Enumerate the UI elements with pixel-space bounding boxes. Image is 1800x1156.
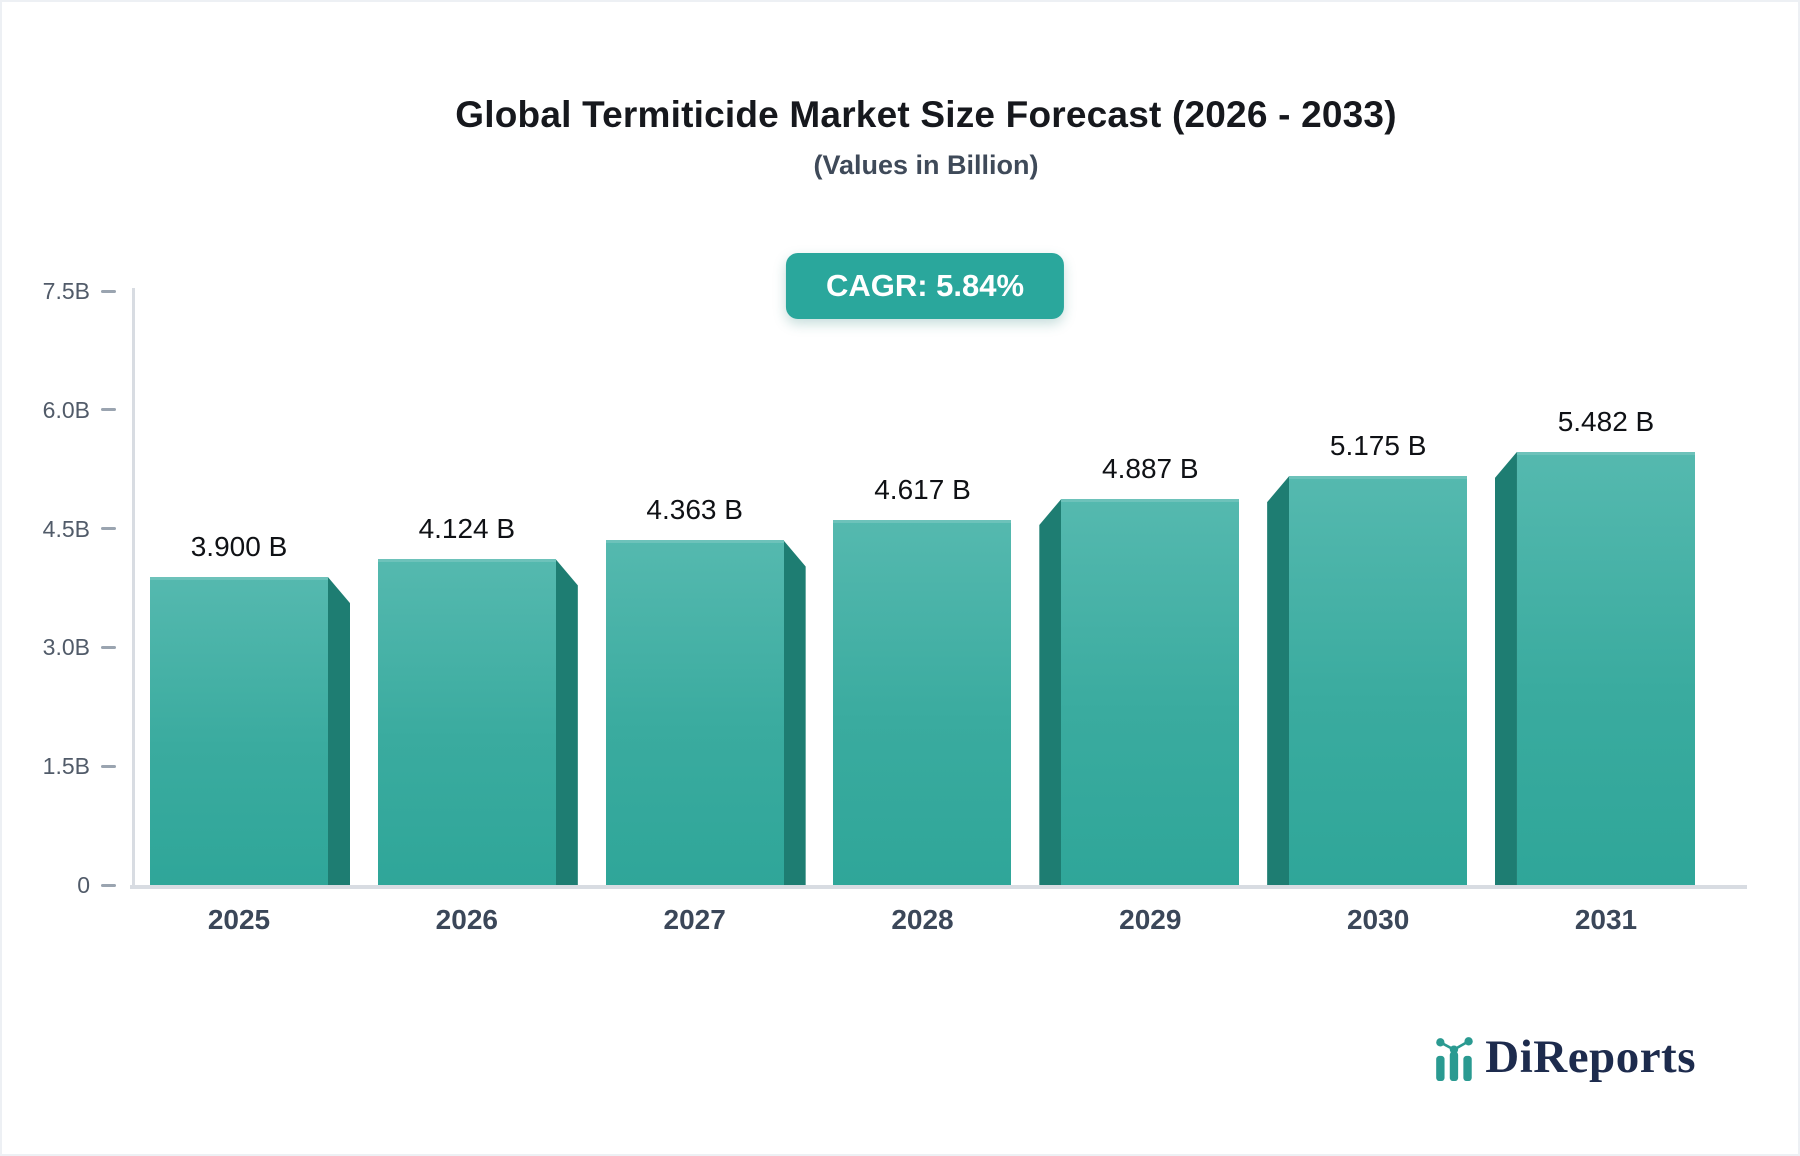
- bar-side-bevel-2030: [1267, 476, 1290, 885]
- bar-2030: [1289, 476, 1468, 885]
- chart-subtitle: (Values in Billion): [813, 150, 1039, 180]
- bar-side-bevel-2031: [1494, 451, 1517, 885]
- bar-side-bevel-2027: [783, 540, 806, 885]
- y-axis-tick: [101, 527, 116, 531]
- x-axis-label-2030: 2030: [1346, 904, 1410, 935]
- logo-text: DiReports: [1485, 1031, 1696, 1083]
- bar-side-bevel-2029: [1039, 498, 1062, 885]
- x-axis-label-2028: 2028: [891, 904, 954, 935]
- y-axis-tick-label: 1.5B: [42, 753, 90, 780]
- chart-header: Global Termiticide Market Size Forecast …: [52, 94, 1800, 181]
- bar-2029: [1061, 498, 1240, 885]
- x-axis-line: [130, 885, 1747, 889]
- bar-2028: [833, 520, 1012, 885]
- page-title: Global Termiticide Market Size Forecast …: [455, 94, 1397, 135]
- cagr-badge: CAGR: 5.84%: [785, 253, 1065, 319]
- y-axis-tick-label: 7.5B: [42, 278, 90, 304]
- bar-value-label-2031: 5.482 B: [1557, 405, 1655, 437]
- x-axis-label-2029: 2029: [1119, 904, 1182, 935]
- direports-logo[interactable]: DiReports: [1434, 1033, 1696, 1081]
- bar-value-label-2029: 4.887 B: [1102, 452, 1199, 484]
- y-axis-line: [132, 288, 135, 885]
- bar-side-bevel-2026: [555, 559, 578, 885]
- bar-value-label-2026: 4.124 B: [418, 513, 516, 545]
- y-axis-tick-label: 6.0B: [42, 396, 90, 423]
- y-axis-tick: [101, 289, 116, 293]
- y-axis-tick: [101, 764, 116, 768]
- y-axis-tick: [101, 408, 116, 412]
- y-axis-tick-label: 4.5B: [42, 515, 90, 542]
- bar-value-label-2028: 4.617 B: [874, 474, 971, 506]
- x-axis-label-2027: 2027: [663, 904, 726, 935]
- y-axis-tick-label: 3.0B: [42, 634, 90, 661]
- bar-2026: [377, 559, 556, 885]
- y-axis-tick: [101, 883, 116, 887]
- bar-side-bevel-2025: [328, 577, 350, 885]
- bar-2031: [1516, 451, 1695, 885]
- bar-2027: [605, 540, 784, 885]
- x-axis-label-2025: 2025: [207, 904, 271, 935]
- bar-value-label-2030: 5.175 B: [1329, 430, 1427, 462]
- y-axis-tick: [101, 645, 116, 649]
- logo-bars-icon: [1436, 1037, 1474, 1081]
- bar-value-label-2027: 4.363 B: [646, 494, 743, 526]
- x-axis-label-2031: 2031: [1574, 904, 1638, 935]
- bar-value-label-2025: 3.900 B: [190, 531, 288, 563]
- x-axis-label-2026: 2026: [435, 904, 498, 935]
- bar-2025: [150, 577, 328, 885]
- y-axis-tick-label: 0: [77, 872, 90, 898]
